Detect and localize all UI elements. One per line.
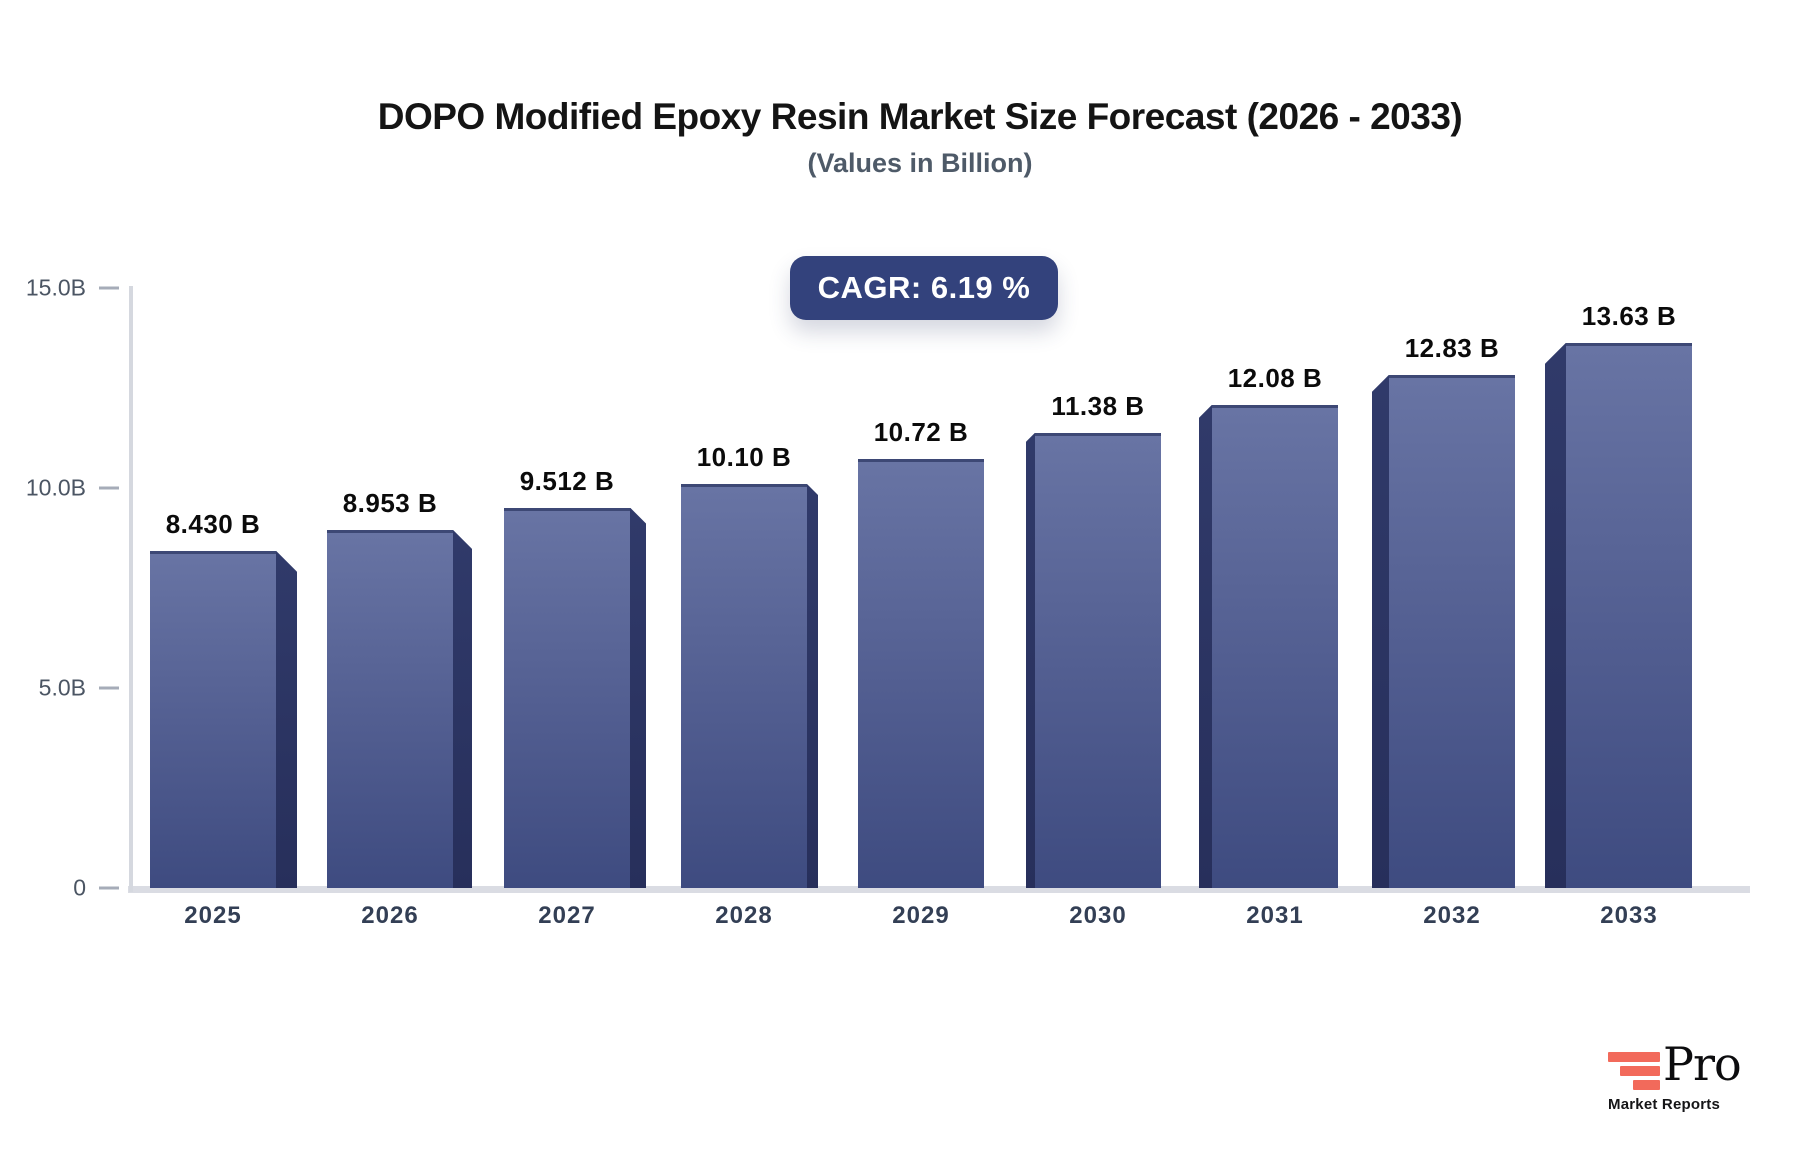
bar-2029 — [858, 459, 984, 888]
x-axis-label-2032: 2032 — [1423, 902, 1481, 929]
y-tick-label: 0 — [73, 874, 86, 901]
cagr-badge: CAGR: 6.19 % — [790, 256, 1058, 320]
chart-subtitle: (Values in Billion) — [807, 148, 1033, 178]
y-tick-mark — [99, 486, 119, 490]
bar-side-face — [1199, 404, 1212, 888]
bar-value-label: 10.72 B — [873, 417, 969, 448]
bar-side-face — [1026, 432, 1035, 888]
bar-2026 — [327, 529, 453, 888]
bar-side-face — [630, 507, 646, 888]
x-axis-label-2027: 2027 — [538, 902, 596, 929]
bar-value-label: 13.63 B — [1581, 300, 1677, 331]
bar-2033 — [1566, 342, 1692, 888]
bar-side-face — [1372, 374, 1389, 888]
bar-2032 — [1389, 374, 1515, 888]
y-tick-mark — [99, 286, 119, 290]
x-axis-baseline — [128, 886, 1750, 893]
chart-title: DOPO Modified Epoxy Resin Market Size Fo… — [377, 96, 1463, 137]
bar-2028 — [681, 484, 807, 888]
cagr-badge-label: CAGR: 6.19 % — [817, 270, 1031, 305]
x-axis-label-2030: 2030 — [1069, 902, 1127, 929]
x-axis-label-2033: 2033 — [1600, 902, 1658, 929]
bar-side-face — [453, 529, 472, 888]
y-tick-mark — [99, 886, 119, 890]
bar-value-label: 12.08 B — [1227, 362, 1323, 393]
y-axis-line — [129, 286, 133, 892]
x-axis-label-2029: 2029 — [892, 902, 950, 929]
x-axis-label-2031: 2031 — [1246, 902, 1304, 929]
bar-value-label: 10.10 B — [696, 442, 792, 472]
logo-tagline: Market Reports — [1608, 1096, 1720, 1113]
y-tick-label: 10.0B — [25, 474, 86, 501]
x-axis-label-2026: 2026 — [361, 902, 419, 929]
pro-market-reports-logo: Pro Market Reports — [1608, 1037, 1788, 1113]
bar-value-label: 8.953 B — [342, 487, 438, 518]
bar-value-label: 8.430 B — [165, 508, 261, 539]
bar-side-face — [276, 550, 297, 888]
bar-value-label: 12.83 B — [1404, 332, 1500, 363]
y-tick-label: 15.0B — [25, 274, 86, 301]
logo-stripes-icon — [1608, 1052, 1660, 1094]
bar-value-label: 9.512 B — [519, 465, 615, 496]
x-axis-label-2025: 2025 — [184, 902, 242, 929]
bar-side-face — [807, 484, 818, 888]
bar-value-label: 11.38 B — [1051, 390, 1145, 421]
bar-2031 — [1212, 404, 1338, 888]
x-axis-label-2028: 2028 — [715, 902, 773, 929]
logo-wordmark: Pro — [1663, 1037, 1742, 1091]
y-tick-label: 5.0B — [38, 674, 86, 701]
bar-side-face — [1545, 342, 1566, 888]
y-tick-mark — [99, 686, 119, 690]
bar-2025 — [150, 550, 276, 888]
bar-2030 — [1035, 432, 1161, 888]
bar-2027 — [504, 507, 630, 888]
